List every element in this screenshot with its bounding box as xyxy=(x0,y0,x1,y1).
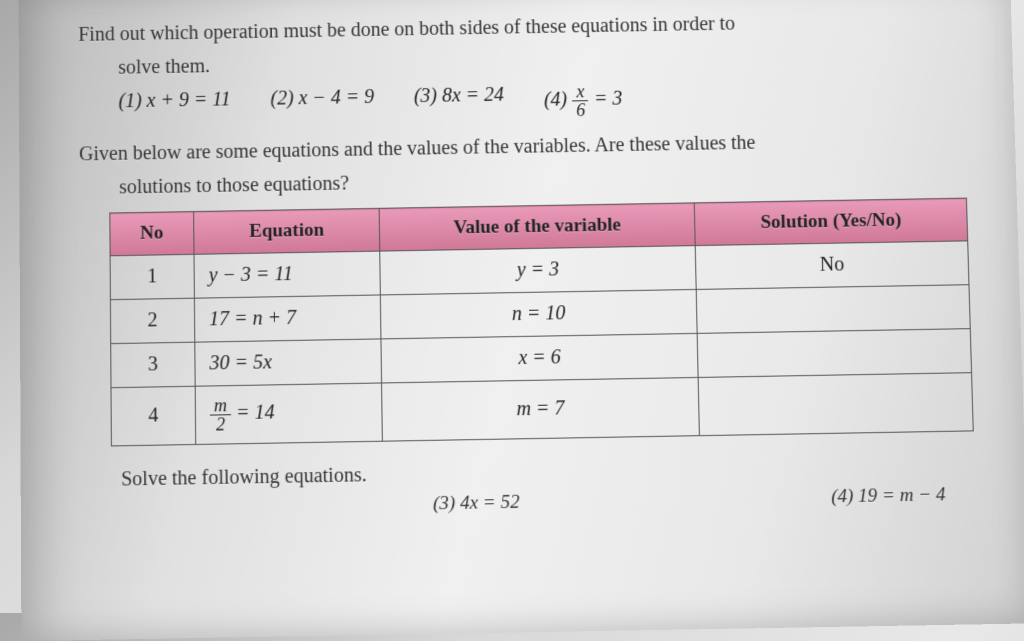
q3-prompt-2: solve them. xyxy=(118,55,210,78)
row4-num: m xyxy=(210,396,231,415)
cell-equation: 30 = 5x xyxy=(195,339,382,386)
cell-no: 4 xyxy=(111,386,196,446)
th-solution: Solution (Yes/No) xyxy=(694,198,967,245)
cell-solution xyxy=(697,329,971,378)
q3-part-3: (3) 8x = 24 xyxy=(414,84,505,122)
cell-solution xyxy=(696,285,970,334)
q3-part4-den: 6 xyxy=(572,101,589,119)
cell-equation: 17 = n + 7 xyxy=(194,295,381,342)
q3-part-4: (4) x 6 = 3 xyxy=(544,82,623,120)
q3-parts: (1) x + 9 = 11 (2) x − 4 = 9 (3) 8x = 24… xyxy=(118,76,974,127)
q4-prompt-2: solutions to those equations? xyxy=(119,173,349,199)
cell-no: 3 xyxy=(111,342,195,388)
q5-part-4: (4) 19 = m − 4 xyxy=(831,484,946,508)
q5-part-3: (3) 4x = 52 xyxy=(433,492,520,516)
th-value: Value of the variable xyxy=(379,203,695,251)
cell-no: 1 xyxy=(110,254,194,299)
cell-no: 2 xyxy=(110,298,194,343)
th-equation: Equation xyxy=(194,208,380,254)
equations-table: No Equation Value of the variable Soluti… xyxy=(109,198,973,447)
row4-den: 2 xyxy=(212,415,229,433)
cell-equation: y − 3 = 11 xyxy=(194,251,381,298)
textbook-page: Find out which operation must be done on… xyxy=(19,0,1024,641)
cell-value: x = 6 xyxy=(381,333,698,383)
cell-solution xyxy=(698,373,973,436)
q3-part-1: (1) x + 9 = 11 xyxy=(118,89,230,128)
cell-solution: No xyxy=(695,241,969,290)
cell-equation: m 2 = 14 xyxy=(195,383,382,445)
row4-fraction: m 2 xyxy=(210,396,231,434)
q3-part4-fraction: x 6 xyxy=(572,82,590,119)
q4-prompt-1: Given below are some equations and the v… xyxy=(79,132,756,166)
q3-prompt-1: Find out which operation must be done on… xyxy=(78,13,735,46)
cell-value: m = 7 xyxy=(382,377,700,441)
cell-value: n = 10 xyxy=(381,289,698,338)
cell-value: y = 3 xyxy=(380,246,696,295)
row4-eq-suffix: = 14 xyxy=(236,401,275,424)
q3-part4-prefix: (4) xyxy=(544,89,573,111)
q3-part4-num: x xyxy=(572,82,588,101)
q3-part-2: (2) x − 4 = 9 xyxy=(270,86,374,124)
q3-part4-suffix: = 3 xyxy=(594,88,623,110)
th-no: No xyxy=(110,212,194,256)
